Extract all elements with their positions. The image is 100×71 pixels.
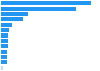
Bar (1, 66, 3, 70)
Bar (1, 50, 7, 54)
Bar (1, 12, 28, 16)
Bar (1, 17, 23, 21)
Bar (1, 55, 7, 59)
Bar (1, 60, 7, 64)
Bar (1, 1, 91, 5)
Bar (1, 23, 12, 27)
Bar (1, 34, 8, 37)
Bar (1, 39, 8, 43)
Bar (1, 44, 8, 48)
Bar (1, 28, 9, 32)
Bar (1, 7, 76, 11)
